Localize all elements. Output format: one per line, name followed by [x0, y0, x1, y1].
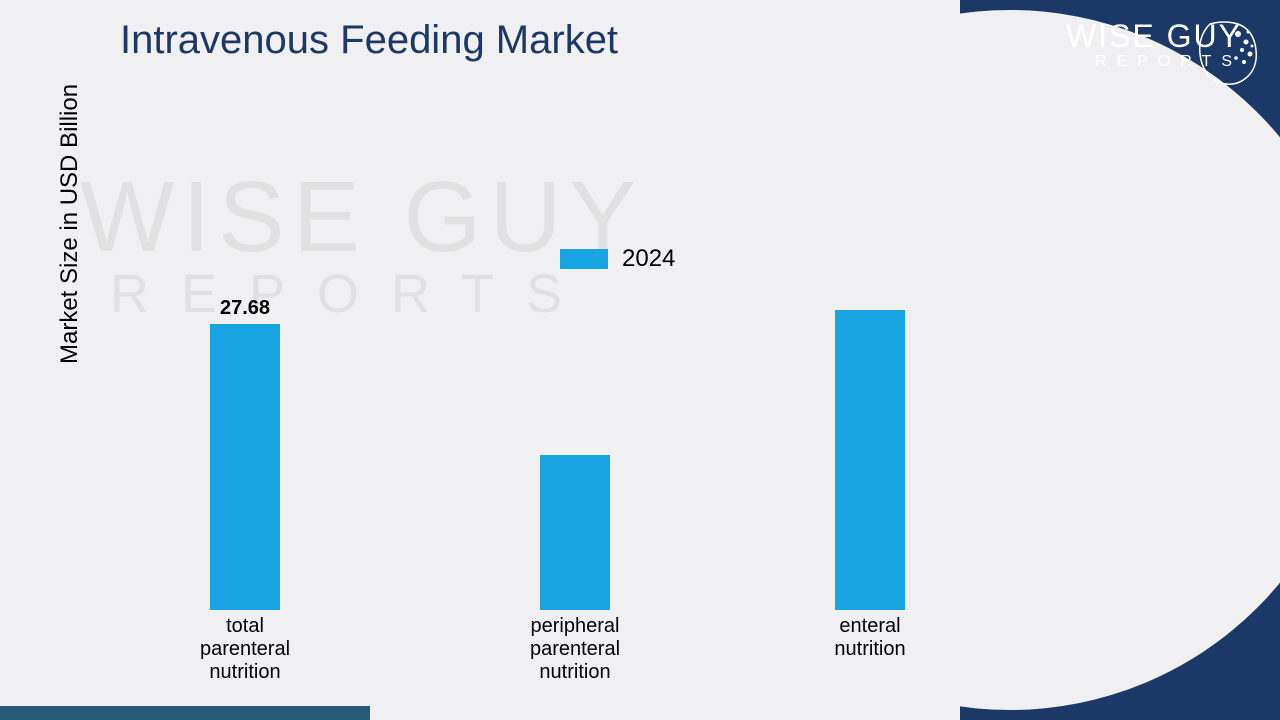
legend: 2024 — [560, 245, 675, 273]
bar-enteral — [835, 310, 905, 610]
bottom-accent-bar — [0, 706, 370, 720]
brand-logo: WISE GUY REPORTS — [1066, 18, 1242, 71]
brand-line1: WISE GUY — [1066, 18, 1242, 55]
brand-line2: REPORTS — [1066, 53, 1242, 71]
legend-swatch — [560, 249, 608, 269]
xlabel-1: peripheralparenteralnutrition — [530, 615, 620, 684]
y-axis-label: Market Size in USD Billion — [56, 84, 84, 364]
chart-title: Intravenous Feeding Market — [120, 18, 618, 63]
xlabel-0: totalparenteralnutrition — [200, 615, 290, 684]
chart-area: 27.68 — [130, 300, 950, 610]
bar-value-label: 27.68 — [220, 297, 270, 320]
main-area: WISE GUY REPORTS Intravenous Feeding Mar… — [0, 0, 1280, 720]
xlabel-2: enteralnutrition — [834, 615, 905, 661]
bar-peripheral-parenteral — [540, 455, 610, 610]
legend-label: 2024 — [622, 245, 675, 273]
bar-total-parenteral: 27.68 — [210, 324, 280, 610]
